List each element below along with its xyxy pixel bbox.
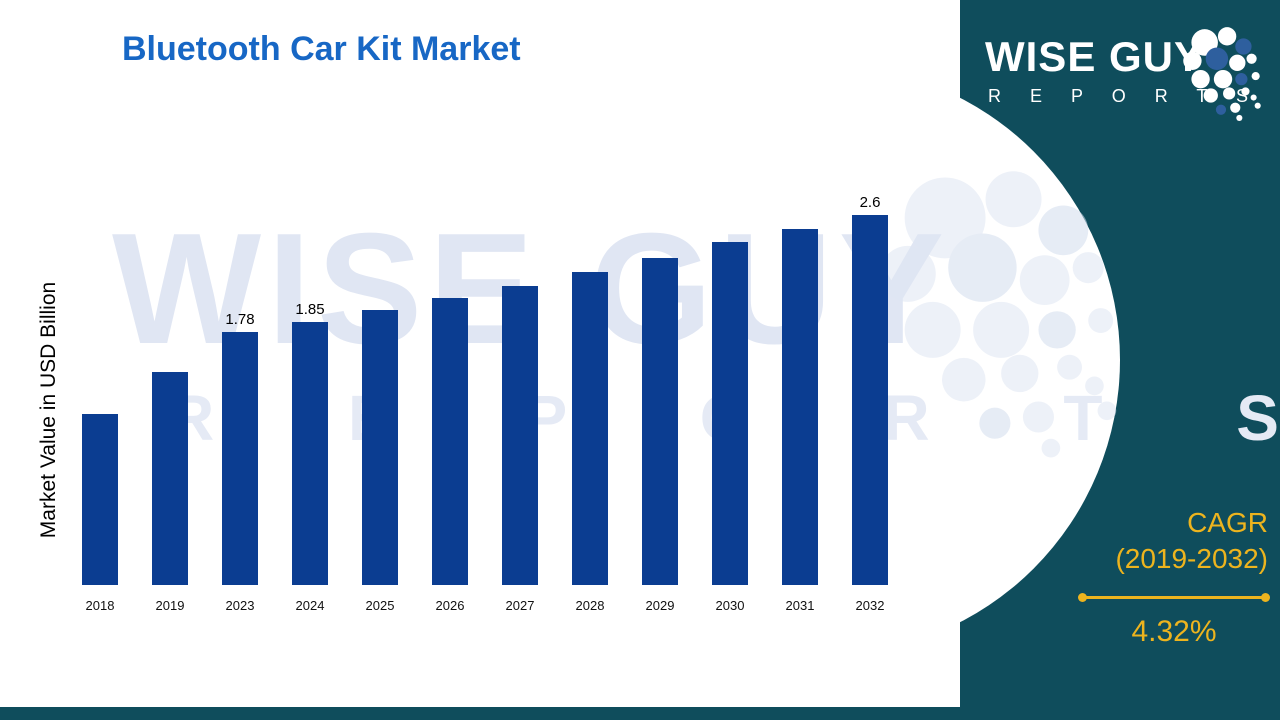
bar (572, 272, 608, 585)
cagr-divider (1078, 592, 1270, 602)
bar-group: 2018 (82, 393, 118, 613)
x-axis-tick-label: 2019 (155, 598, 185, 613)
bar-group: 1.85 2024 (292, 301, 328, 613)
bar (152, 372, 188, 585)
bar (82, 414, 118, 585)
y-axis-label: Market Value in USD Billion (37, 281, 61, 539)
x-axis-tick-label: 2032 (855, 598, 885, 613)
bar (362, 310, 398, 585)
x-axis-tick-label: 2024 (295, 598, 325, 613)
x-axis-tick-label: 2026 (435, 598, 465, 613)
x-axis-tick-label: 2023 (225, 598, 255, 613)
bar (222, 332, 258, 585)
bar (782, 229, 818, 585)
cagr-range: (2019-2032) (1115, 543, 1268, 575)
bar-group: 2027 (502, 265, 538, 613)
bar (292, 322, 328, 585)
brand-logo-line2: R E P O R T S (988, 86, 1261, 106)
bar-group: 2026 (432, 277, 468, 613)
bar-value-label: 1.85 (295, 301, 325, 318)
bar (852, 215, 888, 585)
bar (712, 242, 748, 585)
x-axis-tick-label: 2025 (365, 598, 395, 613)
footer-bar (0, 707, 1280, 720)
bar-group: 2031 (782, 208, 818, 613)
watermark-head-icon (879, 171, 1117, 458)
bar-chart: 2018 2019 1.78 2023 1.85 2024 2025 2026 2027 2028… (82, 185, 888, 613)
bar-group: 2028 (572, 251, 608, 613)
wiseguy-head-logo-icon (1183, 27, 1261, 121)
bar-value-label: 1.78 (225, 311, 255, 328)
divider-dot-right-icon (1261, 592, 1270, 602)
cagr-block: CAGR (2019-2032) 4.32% (998, 505, 1270, 649)
cagr-value: 4.32% (1131, 614, 1217, 648)
bar-group: 2025 (362, 289, 398, 613)
x-axis-tick-label: 2027 (505, 598, 535, 613)
bar-group: 2029 (642, 237, 678, 613)
x-axis-tick-label: 2029 (645, 598, 675, 613)
divider-dot-left-icon (1078, 592, 1087, 602)
bar-group: 2019 (152, 351, 188, 613)
bar (432, 298, 468, 585)
bar-group: 2030 (712, 221, 748, 613)
bar (502, 286, 538, 585)
bar-value-label: 2.6 (859, 194, 881, 211)
bar (642, 258, 678, 585)
cagr-label: CAGR (1187, 507, 1268, 538)
x-axis-tick-label: 2030 (715, 598, 745, 613)
bar-group: 1.78 2023 (222, 311, 258, 613)
bar-group: 2.6 2032 (852, 194, 888, 613)
brand-logo: WISE GUY R E P O R T S (985, 36, 1260, 107)
brand-logo-line1: WISE GUY (985, 33, 1204, 80)
y-axis: Market Value in USD Billion (28, 160, 70, 660)
chart-title: Bluetooth Car Kit Market (122, 30, 521, 68)
x-axis-tick-label: 2031 (785, 598, 815, 613)
x-axis-tick-label: 2028 (575, 598, 605, 613)
x-axis-tick-label: 2018 (85, 598, 115, 613)
